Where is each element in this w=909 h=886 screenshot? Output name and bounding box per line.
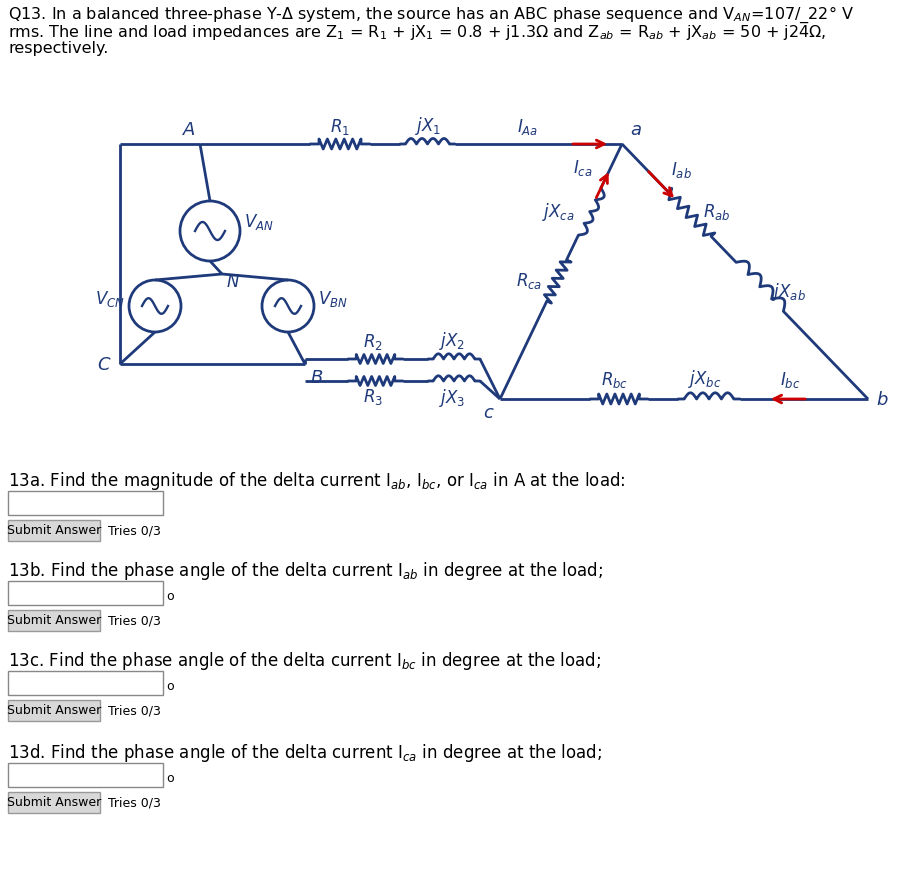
Text: $V_{CN}$: $V_{CN}$ — [95, 289, 125, 308]
Text: $I_{ca}$: $I_{ca}$ — [573, 158, 593, 177]
Text: $N$: $N$ — [226, 273, 240, 291]
Text: Tries 0/3: Tries 0/3 — [108, 796, 161, 809]
Text: $c$: $c$ — [484, 403, 495, 422]
Text: 13c. Find the phase angle of the delta current I$_{bc}$ in degree at the load;: 13c. Find the phase angle of the delta c… — [8, 649, 601, 672]
Text: $I_{bc}$: $I_{bc}$ — [780, 369, 800, 390]
Text: $B$: $B$ — [310, 369, 324, 386]
Text: $A$: $A$ — [182, 120, 196, 139]
FancyBboxPatch shape — [8, 792, 100, 813]
Text: 13d. Find the phase angle of the delta current I$_{ca}$ in degree at the load;: 13d. Find the phase angle of the delta c… — [8, 742, 602, 763]
Text: Tries 0/3: Tries 0/3 — [108, 524, 161, 537]
Text: 13a. Find the magnitude of the delta current I$_{ab}$, I$_{bc}$, or I$_{ca}$ in : 13a. Find the magnitude of the delta cur… — [8, 470, 625, 492]
Text: $I_{ab}$: $I_{ab}$ — [672, 159, 693, 180]
Text: $V_{BN}$: $V_{BN}$ — [318, 289, 348, 308]
Text: Submit Answer: Submit Answer — [7, 703, 101, 717]
Text: $jX_1$: $jX_1$ — [415, 115, 441, 136]
Text: $R_{bc}$: $R_{bc}$ — [602, 369, 629, 390]
Text: o: o — [166, 680, 174, 692]
FancyBboxPatch shape — [8, 492, 163, 516]
FancyBboxPatch shape — [8, 763, 163, 787]
Text: $jX_2$: $jX_2$ — [439, 330, 465, 352]
Text: Tries 0/3: Tries 0/3 — [108, 614, 161, 626]
Text: Submit Answer: Submit Answer — [7, 524, 101, 537]
Text: o: o — [166, 771, 174, 784]
Text: $jX_{ca}$: $jX_{ca}$ — [543, 200, 575, 222]
Text: $jX_{bc}$: $jX_{bc}$ — [688, 368, 722, 390]
FancyBboxPatch shape — [8, 581, 163, 605]
Text: $R_1$: $R_1$ — [330, 117, 350, 136]
Text: Tries 0/3: Tries 0/3 — [108, 703, 161, 717]
FancyBboxPatch shape — [8, 610, 100, 632]
Text: $R_3$: $R_3$ — [363, 386, 383, 407]
Text: 13b. Find the phase angle of the delta current I$_{ab}$ in degree at the load;: 13b. Find the phase angle of the delta c… — [8, 559, 603, 581]
Text: $R_{ab}$: $R_{ab}$ — [703, 202, 731, 222]
Text: Submit Answer: Submit Answer — [7, 614, 101, 626]
FancyBboxPatch shape — [8, 520, 100, 541]
Text: rms. The line and load impedances are Z$_1$ = R$_1$ + jX$_1$ = 0.8 + j1.3Ω and Z: rms. The line and load impedances are Z$… — [8, 23, 826, 42]
Text: Q13. In a balanced three-phase Y-Δ system, the source has an ABC phase sequence : Q13. In a balanced three-phase Y-Δ syste… — [8, 5, 854, 26]
Text: $b$: $b$ — [876, 391, 889, 408]
Text: $V_{AN}$: $V_{AN}$ — [244, 212, 274, 232]
Text: $I_{Aa}$: $I_{Aa}$ — [517, 117, 539, 136]
Text: Submit Answer: Submit Answer — [7, 796, 101, 809]
Text: $C$: $C$ — [97, 355, 112, 374]
Text: $jX_{ab}$: $jX_{ab}$ — [772, 281, 805, 302]
FancyBboxPatch shape — [8, 700, 100, 721]
Text: $a$: $a$ — [630, 120, 642, 139]
FancyBboxPatch shape — [8, 672, 163, 696]
Text: respectively.: respectively. — [8, 41, 108, 56]
Text: $R_2$: $R_2$ — [363, 331, 383, 352]
Text: $R_{ca}$: $R_{ca}$ — [515, 270, 542, 291]
Text: $jX_3$: $jX_3$ — [439, 386, 465, 408]
Text: o: o — [166, 589, 174, 602]
